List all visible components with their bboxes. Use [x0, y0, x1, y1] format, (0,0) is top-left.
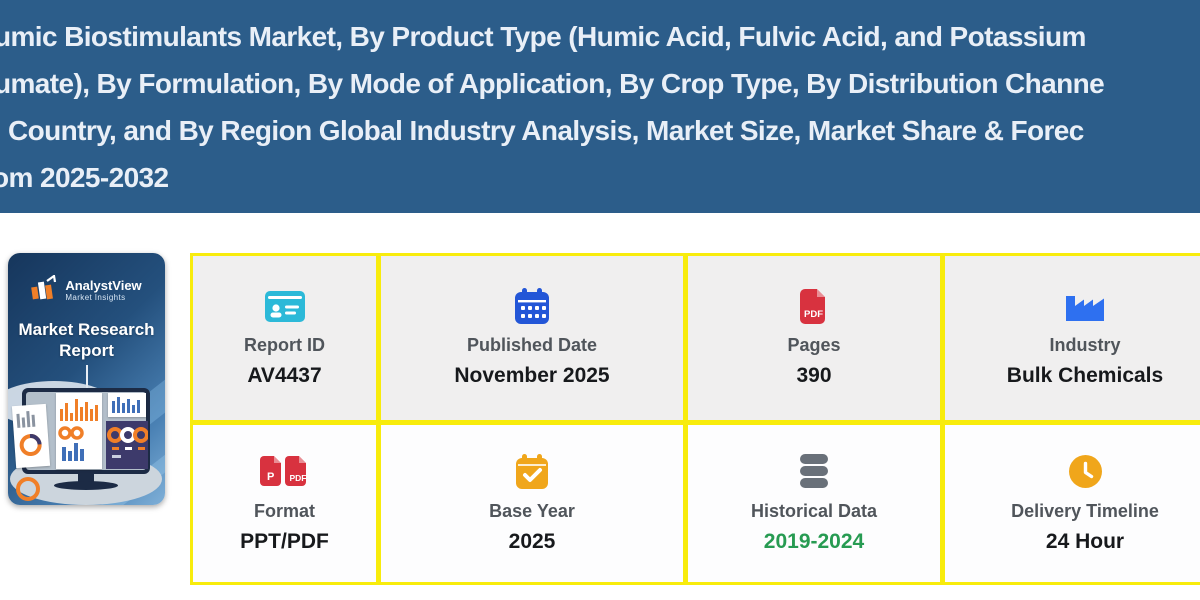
- cell-label: Report ID: [244, 335, 325, 355]
- ppt-icon-text: P: [267, 471, 274, 483]
- chart-documents: [8, 253, 165, 505]
- stats-panel: [106, 421, 149, 469]
- partial-logo-ring: [16, 477, 40, 501]
- pdf-icon-text: PDF: [804, 309, 823, 320]
- cell-label: Delivery Timeline: [1011, 500, 1159, 521]
- report-title: umic Biostimulants Market, By Product Ty…: [0, 13, 1200, 201]
- thumbnail-title-line-1: Market Research: [18, 320, 155, 339]
- report-info-table: Report ID AV4437 Published Date November…: [190, 253, 1200, 585]
- pdf-file-icon: PDF: [800, 285, 828, 327]
- cell-label: Pages: [787, 335, 841, 355]
- ppt-pdf-file-icons: P PDF: [259, 451, 310, 493]
- id-card-icon: [264, 285, 305, 327]
- calendar-check-icon: [516, 451, 548, 493]
- report-thumbnail: AnalystView Market Insights Market Resea…: [8, 253, 165, 505]
- cell-label: Industry: [1049, 335, 1121, 355]
- calendar-icon: [515, 285, 549, 327]
- thumbnail-title: Market Research Report: [8, 319, 165, 361]
- chart-sheet: [56, 393, 102, 469]
- connector-line: [86, 365, 88, 393]
- factory-icon: [1066, 285, 1104, 327]
- cell-label: Published Date: [466, 335, 598, 355]
- cell-value: 24 Hour: [1045, 529, 1125, 553]
- cell-report-id: Report ID AV4437: [193, 256, 376, 420]
- cell-value: Bulk Chemicals: [1006, 364, 1164, 387]
- chart-sheet: [11, 403, 51, 469]
- cell-base-year: Base Year 2025: [381, 425, 683, 582]
- title-banner: umic Biostimulants Market, By Product Ty…: [0, 0, 1200, 213]
- chart-sheet: [108, 393, 146, 417]
- report-title-line-4: om 2025-2032: [0, 162, 169, 193]
- cell-label: Historical Data: [750, 500, 878, 521]
- clock-icon: [1068, 451, 1102, 493]
- cell-value: 2025: [508, 529, 556, 553]
- thumbnail-title-line-2: Report: [59, 341, 114, 360]
- cell-value: PPT/PDF: [240, 529, 329, 553]
- brand-logo: AnalystView Market Insights: [8, 274, 165, 306]
- cell-pages: PDF Pages 390: [688, 256, 940, 420]
- report-title-line-3: Country, and By Region Global Industry A…: [8, 115, 1084, 146]
- cell-label: Format: [253, 500, 315, 521]
- report-title-line-1: umic Biostimulants Market, By Product Ty…: [0, 21, 1086, 52]
- cell-value: AV4437: [247, 364, 322, 387]
- cell-published-date: Published Date November 2025: [381, 256, 683, 420]
- pdf-icon-text: PDF: [289, 473, 306, 483]
- monitor-base: [54, 481, 118, 490]
- report-title-line-2: umate), By Formulation, By Mode of Appli…: [0, 68, 1105, 99]
- brand-name: AnalystView: [65, 277, 142, 293]
- cell-industry: Industry Bulk Chemicals: [945, 256, 1200, 420]
- cell-delivery-timeline: Delivery Timeline 24 Hour: [945, 425, 1200, 582]
- cell-value: 390: [796, 364, 832, 387]
- cell-historical-data: Historical Data 2019-2024: [688, 425, 940, 582]
- cell-value: 2019-2024: [763, 529, 865, 553]
- cell-format: P PDF Format PPT/PDF: [193, 425, 376, 582]
- monitor-stand: [78, 472, 94, 483]
- brand-text: AnalystView Market Insights: [65, 277, 142, 303]
- brand-tagline: Market Insights: [65, 292, 126, 302]
- bar-chart-logo-icon: [31, 274, 59, 306]
- database-icon: [799, 451, 829, 493]
- cell-value: November 2025: [454, 364, 610, 387]
- cell-label: Base Year: [489, 500, 575, 521]
